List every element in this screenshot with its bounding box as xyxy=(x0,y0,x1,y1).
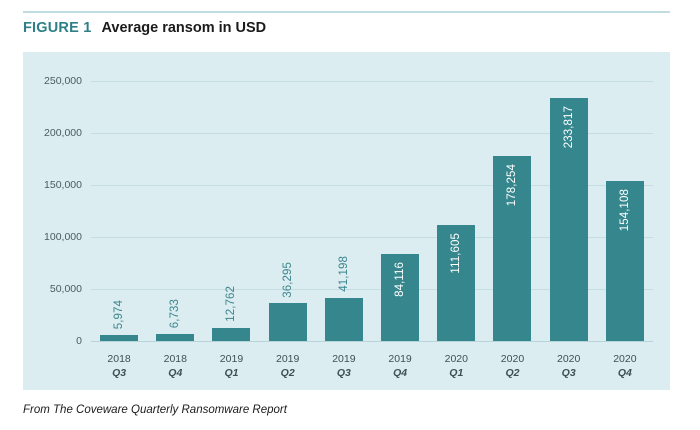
x-tick-year: 2018 xyxy=(107,353,131,365)
gridline xyxy=(91,133,653,135)
bar-slot: 178,254 2020 Q2 xyxy=(484,70,540,379)
x-tick-year: 2018 xyxy=(163,353,187,365)
bar[interactable]: 154,108 xyxy=(605,181,644,341)
bar[interactable]: 84,116 xyxy=(381,253,420,341)
x-tick-quarter: Q4 xyxy=(617,367,632,379)
bar-value-label: 36,295 xyxy=(281,261,294,298)
y-axis-tick-label: 150,000 xyxy=(44,179,82,192)
x-tick-quarter: Q1 xyxy=(224,367,239,379)
y-axis-tick-label: 0 xyxy=(76,335,82,347)
bar-slot: 41,198 2019 Q3 xyxy=(316,70,372,379)
x-tick-year: 2020 xyxy=(557,353,581,365)
gridline xyxy=(91,185,653,187)
x-tick-year: 2020 xyxy=(613,353,637,365)
gridline xyxy=(91,237,653,239)
bar-value-label: 154,108 xyxy=(618,189,631,232)
gridline xyxy=(91,81,653,83)
x-tick-year: 2019 xyxy=(388,353,412,365)
x-axis-tick-label: 2020 Q4 xyxy=(613,352,636,380)
page-title: Average ransom in USD xyxy=(101,20,267,36)
bar-slot: 36,295 2019 Q2 xyxy=(260,70,316,379)
bar-slot: 233,817 2020 Q3 xyxy=(541,70,597,379)
x-tick-quarter: Q3 xyxy=(336,367,351,379)
bar-slot: 6,733 2018 Q4 xyxy=(147,70,203,379)
bar[interactable]: 233,817 xyxy=(549,98,588,341)
y-axis-tick-label: 50,000 xyxy=(49,283,82,296)
bar[interactable]: 6,733 xyxy=(156,299,195,341)
top-divider-rule xyxy=(23,11,670,13)
y-axis-tick-label: 200,000 xyxy=(44,127,82,140)
x-tick-quarter: Q3 xyxy=(112,367,127,379)
x-axis-tick-label: 2020 Q3 xyxy=(557,352,580,380)
bar-value-label: 41,198 xyxy=(337,256,350,293)
bar-value-label: 84,116 xyxy=(394,261,407,297)
bar-value-label: 233,817 xyxy=(562,106,575,149)
bars-group: 5,974 2018 Q3 6,733 2018 Q4 12,762 2019 Q1 36,295… xyxy=(91,70,653,379)
x-tick-quarter: Q4 xyxy=(168,367,183,379)
bar[interactable]: 5,974 xyxy=(100,300,139,341)
figure-number-label: FIGURE 1 xyxy=(23,20,92,36)
bar[interactable]: 41,198 xyxy=(324,256,363,341)
x-axis-tick-label: 2020 Q2 xyxy=(501,352,524,380)
x-tick-year: 2019 xyxy=(219,353,244,365)
x-tick-year: 2019 xyxy=(332,353,356,365)
bar-value-label: 12,762 xyxy=(225,285,238,322)
bar-slot: 154,108 2020 Q4 xyxy=(597,70,653,379)
bar-slot: 12,762 2019 Q1 xyxy=(203,70,259,379)
bar[interactable]: 12,762 xyxy=(212,286,251,341)
bar-value-label: 178,254 xyxy=(506,163,519,207)
figure-source-caption: From The Coveware Quarterly Ransomware R… xyxy=(23,404,287,416)
x-axis-tick-label: 2019 Q4 xyxy=(388,352,411,380)
x-axis-tick-label: 2018 Q4 xyxy=(164,352,187,380)
bar-slot: 111,605 2020 Q1 xyxy=(428,70,484,379)
plot-area: 0 50,000 100,000 150,000 200,000 250,000 5,97… xyxy=(44,70,653,379)
x-tick-year: 2020 xyxy=(500,353,525,365)
x-axis-tick-label: 2019 Q2 xyxy=(276,352,299,380)
axis-baseline xyxy=(91,341,653,342)
bar-value-label: 6,733 xyxy=(169,298,182,329)
y-axis-tick-label: 100,000 xyxy=(44,231,82,244)
x-axis-tick-label: 2019 Q3 xyxy=(332,352,355,380)
bar[interactable]: 178,254 xyxy=(493,155,532,341)
gridline xyxy=(91,289,653,291)
x-tick-quarter: Q2 xyxy=(280,367,295,379)
bar-slot: 84,116 2019 Q4 xyxy=(372,70,428,379)
bar[interactable]: 111,605 xyxy=(437,225,476,341)
x-tick-year: 2020 xyxy=(444,353,468,365)
x-tick-year: 2019 xyxy=(276,353,300,365)
x-axis-tick-label: 2018 Q3 xyxy=(107,352,130,380)
x-tick-quarter: Q1 xyxy=(449,367,464,379)
x-tick-quarter: Q2 xyxy=(505,367,520,379)
figure-title-row: FIGURE 1 Average ransom in USD xyxy=(23,20,266,40)
x-axis-tick-label: 2019 Q1 xyxy=(220,352,243,380)
x-tick-quarter: Q3 xyxy=(561,367,576,379)
bar-value-label: 111,605 xyxy=(450,233,463,274)
bar[interactable]: 36,295 xyxy=(268,262,307,341)
x-axis-tick-label: 2020 Q1 xyxy=(445,352,468,380)
bar-slot: 5,974 2018 Q3 xyxy=(91,70,147,379)
chart-panel: 0 50,000 100,000 150,000 200,000 250,000 5,97… xyxy=(23,52,670,390)
y-axis-tick-label: 250,000 xyxy=(44,75,82,88)
x-tick-quarter: Q4 xyxy=(393,367,408,379)
bar-value-label: 5,974 xyxy=(113,299,126,329)
